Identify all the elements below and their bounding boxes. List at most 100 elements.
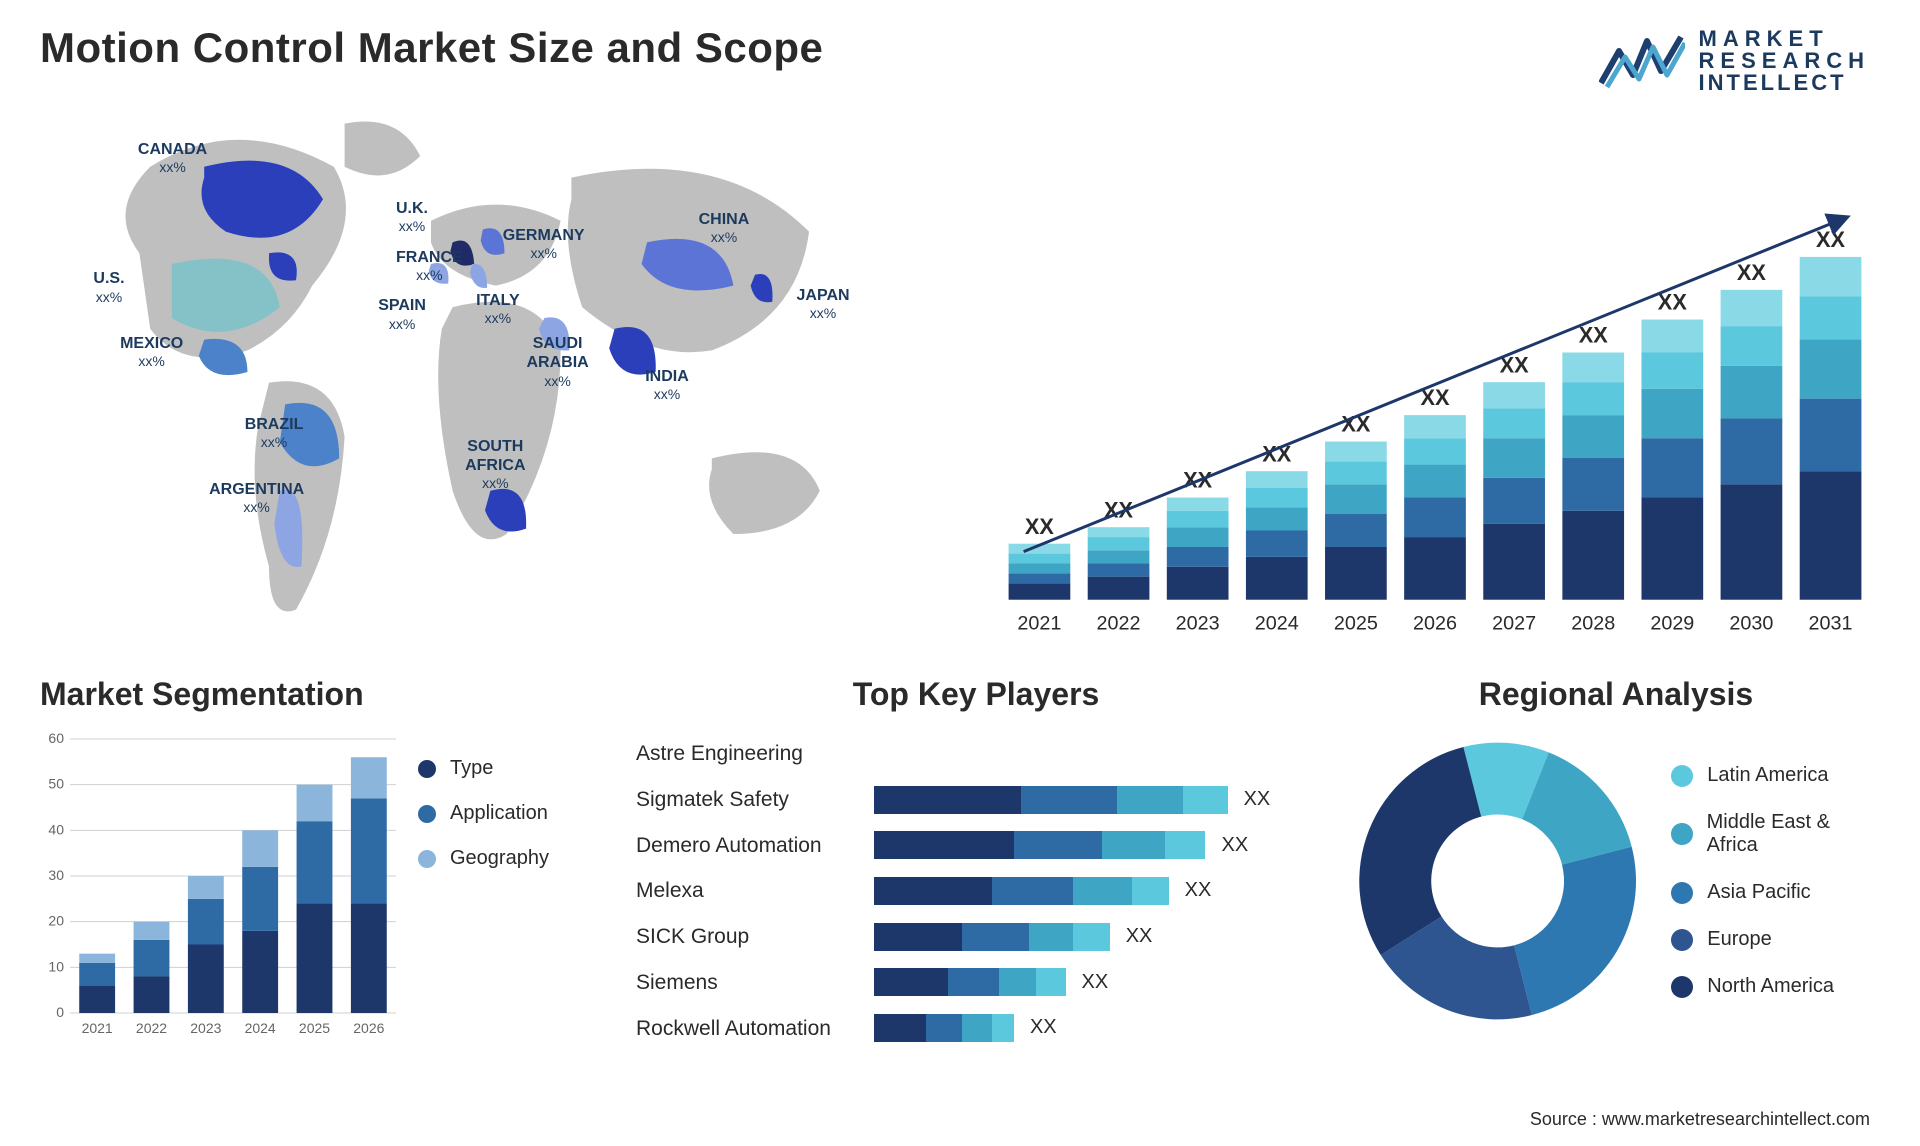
forecast-year-label: 2024 xyxy=(1255,612,1299,634)
forecast-bar-seg xyxy=(1167,547,1229,567)
map-label-italy: ITALYxx% xyxy=(476,291,520,327)
svg-text:2026: 2026 xyxy=(353,1020,384,1036)
kp-bar-seg xyxy=(1021,786,1117,814)
legend-swatch xyxy=(418,760,436,778)
kp-bar xyxy=(874,786,1228,814)
svg-text:60: 60 xyxy=(48,731,64,746)
forecast-year-label: 2030 xyxy=(1729,612,1773,634)
kp-bar-seg xyxy=(1183,786,1227,814)
forecast-bar-seg xyxy=(1641,438,1703,497)
kp-row: XX xyxy=(874,1005,1316,1051)
forecast-bar-seg xyxy=(1009,554,1071,564)
forecast-bar-seg xyxy=(1167,498,1229,511)
kp-bar-seg xyxy=(1132,877,1169,905)
legend-label: Middle East & Africa xyxy=(1707,811,1880,857)
forecast-bar-seg xyxy=(1088,527,1150,537)
map-label-japan: JAPANxx% xyxy=(797,286,850,322)
svg-text:2021: 2021 xyxy=(82,1020,113,1036)
kp-bar xyxy=(874,877,1169,905)
forecast-bar-seg xyxy=(1721,326,1783,366)
seg-bar-seg xyxy=(297,785,333,822)
forecast-bar-seg xyxy=(1562,353,1624,383)
legend-label: Application xyxy=(450,802,548,825)
seg-legend-item: Type xyxy=(418,757,549,780)
map-label-south-africa: SOUTH AFRICAxx% xyxy=(458,437,532,492)
kp-bar-seg xyxy=(992,877,1073,905)
kp-name: Melexa xyxy=(636,868,856,913)
kp-name: SICK Group xyxy=(636,914,856,959)
forecast-bar-label: XX xyxy=(1025,514,1055,539)
kp-bar-seg xyxy=(874,786,1021,814)
seg-bar-seg xyxy=(79,986,115,1013)
legend-label: Geography xyxy=(450,847,549,870)
kp-name: Siemens xyxy=(636,960,856,1005)
forecast-bar-seg xyxy=(1325,461,1387,484)
svg-text:10: 10 xyxy=(48,958,64,974)
forecast-year-label: 2026 xyxy=(1413,612,1457,634)
map-label-india: INDIAxx% xyxy=(645,367,689,403)
seg-bar-seg xyxy=(134,976,170,1013)
key-players-bars: XXXXXXXXXXXX xyxy=(874,731,1316,1051)
kp-bar-seg xyxy=(1165,831,1206,859)
kp-bar-seg xyxy=(1073,923,1110,951)
kp-bar xyxy=(874,1014,1014,1042)
map-label-spain: SPAINxx% xyxy=(378,296,426,332)
kp-bar-seg xyxy=(874,968,948,996)
legend-label: Type xyxy=(450,757,493,780)
reg-legend-item: Middle East & Africa xyxy=(1671,811,1880,857)
forecast-year-label: 2027 xyxy=(1492,612,1536,634)
forecast-bar-seg xyxy=(1246,488,1308,508)
forecast-bar-seg xyxy=(1088,537,1150,550)
forecast-bar-seg xyxy=(1009,563,1071,573)
regional-legend: Latin AmericaMiddle East & AfricaAsia Pa… xyxy=(1671,764,1880,998)
forecast-bar-seg xyxy=(1246,471,1308,487)
forecast-bar-seg xyxy=(1088,550,1150,563)
map-label-germany: GERMANYxx% xyxy=(503,226,585,262)
forecast-bar-seg xyxy=(1562,511,1624,600)
brand-line-3: INTELLECT xyxy=(1699,72,1870,94)
seg-bar-seg xyxy=(188,945,224,1014)
kp-value: XX xyxy=(1222,834,1249,857)
forecast-bar-seg xyxy=(1167,567,1229,600)
regional-title: Regional Analysis xyxy=(1352,676,1880,713)
forecast-bar-seg xyxy=(1562,382,1624,415)
reg-legend-item: North America xyxy=(1671,975,1880,998)
kp-bar xyxy=(874,831,1206,859)
forecast-chart-svg: XX2021XX2022XX2023XX2024XX2025XX2026XX20… xyxy=(990,152,1880,642)
seg-bar-seg xyxy=(134,940,170,977)
donut-slice xyxy=(1514,847,1636,1015)
kp-bar-seg xyxy=(1073,877,1132,905)
segmentation-legend: Type Application Geography xyxy=(418,757,549,1041)
forecast-bar-seg xyxy=(1641,389,1703,438)
kp-bar-seg xyxy=(1036,968,1065,996)
kp-row xyxy=(874,731,1316,777)
kp-bar-seg xyxy=(874,831,1014,859)
brand-logo: MARKET RESEARCH INTELLECT xyxy=(1599,28,1870,94)
map-label-china: CHINAxx% xyxy=(699,210,750,246)
kp-bar-seg xyxy=(962,1014,991,1042)
forecast-bar-seg xyxy=(1167,511,1229,527)
brand-line-1: MARKET xyxy=(1699,28,1870,50)
seg-bar-seg xyxy=(297,903,333,1013)
legend-swatch xyxy=(1671,765,1693,787)
svg-text:30: 30 xyxy=(48,867,64,883)
forecast-bar-seg xyxy=(1641,320,1703,353)
forecast-chart: XX2021XX2022XX2023XX2024XX2025XX2026XX20… xyxy=(990,102,1880,642)
seg-bar-seg xyxy=(242,830,278,867)
svg-text:0: 0 xyxy=(56,1004,64,1020)
kp-name: Sigmatek Safety xyxy=(636,777,856,822)
seg-legend-item: Geography xyxy=(418,847,549,870)
forecast-bar-seg xyxy=(1009,583,1071,599)
forecast-bar-seg xyxy=(1721,366,1783,419)
forecast-bar-seg xyxy=(1325,484,1387,514)
legend-swatch xyxy=(418,805,436,823)
kp-bar-seg xyxy=(1102,831,1165,859)
forecast-bar-seg xyxy=(1800,339,1862,398)
svg-text:50: 50 xyxy=(48,776,64,792)
kp-bar xyxy=(874,923,1110,951)
forecast-bar-seg xyxy=(1404,415,1466,438)
map-label-u-s-: U.S.xx% xyxy=(93,269,124,305)
kp-row: XX xyxy=(874,822,1316,868)
kp-value: XX xyxy=(1030,1016,1057,1039)
legend-label: Latin America xyxy=(1707,764,1828,787)
